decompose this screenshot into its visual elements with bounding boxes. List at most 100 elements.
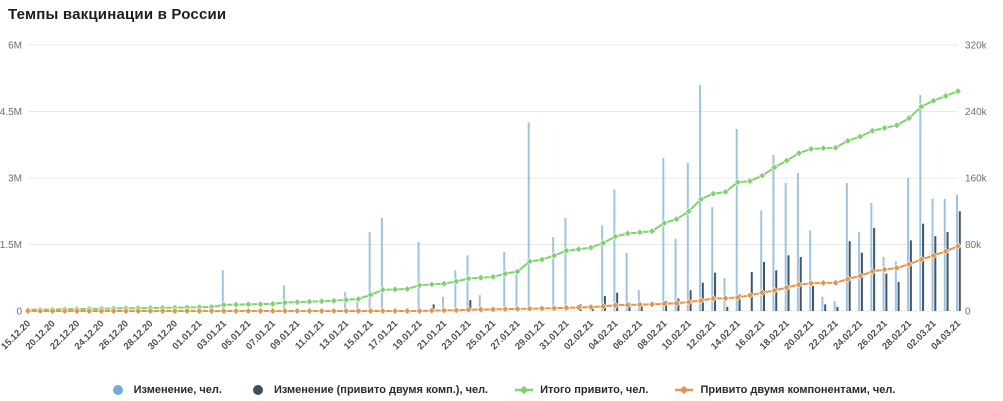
marker-total[interactable]: [954, 87, 962, 95]
marker-two-comp[interactable]: [623, 301, 632, 309]
marker-total[interactable]: [574, 245, 583, 253]
marker-two-comp[interactable]: [636, 300, 644, 309]
marker-total[interactable]: [623, 229, 632, 238]
marker-two-comp[interactable]: [24, 307, 32, 315]
marker-total[interactable]: [562, 246, 571, 255]
marker-two-comp[interactable]: [171, 307, 179, 315]
marker-total[interactable]: [513, 267, 522, 276]
marker-total[interactable]: [379, 286, 387, 294]
bar-change[interactable]: [894, 261, 897, 311]
marker-two-comp[interactable]: [525, 304, 534, 313]
bar-change[interactable]: [613, 189, 616, 311]
marker-two-comp[interactable]: [440, 306, 448, 315]
bar-change[interactable]: [282, 285, 285, 311]
marker-two-comp[interactable]: [856, 272, 864, 280]
marker-two-comp[interactable]: [464, 305, 473, 314]
marker-two-comp[interactable]: [807, 279, 815, 288]
bar-change-two-comp[interactable]: [787, 255, 790, 311]
bar-change-two-comp[interactable]: [726, 306, 729, 311]
marker-total[interactable]: [733, 178, 742, 187]
marker-total[interactable]: [709, 189, 718, 198]
marker-total[interactable]: [440, 279, 448, 288]
marker-two-comp[interactable]: [452, 306, 461, 315]
bar-change[interactable]: [845, 182, 848, 311]
marker-two-comp[interactable]: [770, 286, 779, 295]
marker-total[interactable]: [281, 298, 289, 307]
marker-two-comp[interactable]: [550, 304, 559, 313]
marker-total[interactable]: [256, 300, 265, 308]
marker-total[interactable]: [452, 277, 461, 286]
bar-change[interactable]: [637, 290, 640, 311]
bar-change-two-comp[interactable]: [738, 294, 741, 311]
marker-two-comp[interactable]: [929, 251, 938, 260]
bar-change-two-comp[interactable]: [603, 296, 606, 311]
marker-total[interactable]: [856, 132, 864, 141]
marker-two-comp[interactable]: [317, 307, 326, 315]
marker-two-comp[interactable]: [146, 307, 155, 315]
marker-total[interactable]: [366, 290, 375, 299]
marker-total[interactable]: [929, 96, 938, 105]
bar-change-two-comp[interactable]: [701, 282, 704, 311]
bar-change-two-comp[interactable]: [811, 286, 814, 311]
marker-total[interactable]: [476, 273, 485, 282]
marker-total[interactable]: [317, 297, 326, 306]
marker-two-comp[interactable]: [648, 300, 656, 309]
bar-change[interactable]: [601, 225, 604, 311]
bar-change[interactable]: [735, 128, 738, 311]
bar-change[interactable]: [711, 207, 714, 311]
marker-total[interactable]: [489, 273, 497, 281]
marker-total[interactable]: [354, 295, 363, 303]
marker-two-comp[interactable]: [782, 283, 791, 292]
bar-change-two-comp[interactable]: [946, 232, 949, 311]
bar-change[interactable]: [674, 238, 677, 311]
marker-two-comp[interactable]: [415, 307, 424, 315]
marker-total[interactable]: [746, 177, 754, 185]
bar-change[interactable]: [907, 178, 910, 311]
marker-two-comp[interactable]: [905, 260, 913, 269]
marker-two-comp[interactable]: [892, 264, 901, 272]
marker-two-comp[interactable]: [489, 305, 497, 314]
bar-change[interactable]: [784, 182, 787, 311]
marker-total[interactable]: [672, 215, 681, 224]
legend-item-change-two-comp[interactable]: Изменение (привито двумя комп.), чел.: [248, 384, 488, 396]
bar-change[interactable]: [796, 173, 799, 311]
marker-two-comp[interactable]: [158, 307, 167, 315]
marker-total[interactable]: [501, 269, 510, 278]
marker-two-comp[interactable]: [391, 307, 399, 315]
marker-two-comp[interactable]: [941, 247, 950, 256]
marker-total[interactable]: [648, 227, 656, 236]
marker-two-comp[interactable]: [684, 298, 693, 306]
marker-two-comp[interactable]: [403, 307, 412, 315]
marker-total[interactable]: [232, 300, 240, 309]
bar-change[interactable]: [454, 270, 457, 311]
bar-change[interactable]: [564, 217, 567, 311]
marker-two-comp[interactable]: [268, 307, 277, 315]
marker-total[interactable]: [330, 296, 338, 305]
marker-total[interactable]: [305, 297, 314, 306]
marker-two-comp[interactable]: [954, 242, 962, 250]
bar-change[interactable]: [760, 210, 763, 311]
marker-total[interactable]: [917, 102, 926, 111]
marker-two-comp[interactable]: [599, 302, 607, 311]
marker-two-comp[interactable]: [73, 307, 81, 315]
bar-change[interactable]: [723, 277, 726, 311]
marker-total[interactable]: [807, 145, 815, 153]
bar-change[interactable]: [417, 242, 420, 311]
marker-total[interactable]: [611, 232, 620, 241]
marker-two-comp[interactable]: [501, 305, 510, 313]
marker-total[interactable]: [697, 195, 705, 204]
marker-two-comp[interactable]: [844, 275, 852, 283]
bar-change[interactable]: [368, 232, 371, 311]
marker-total[interactable]: [587, 243, 595, 252]
marker-two-comp[interactable]: [36, 307, 45, 315]
marker-two-comp[interactable]: [574, 303, 583, 312]
marker-two-comp[interactable]: [672, 299, 681, 307]
marker-total[interactable]: [464, 274, 473, 283]
marker-two-comp[interactable]: [60, 307, 69, 315]
marker-two-comp[interactable]: [611, 301, 620, 310]
marker-two-comp[interactable]: [85, 307, 94, 315]
bar-change[interactable]: [809, 230, 812, 311]
marker-two-comp[interactable]: [219, 307, 228, 315]
marker-two-comp[interactable]: [427, 306, 436, 315]
marker-two-comp[interactable]: [134, 307, 142, 315]
